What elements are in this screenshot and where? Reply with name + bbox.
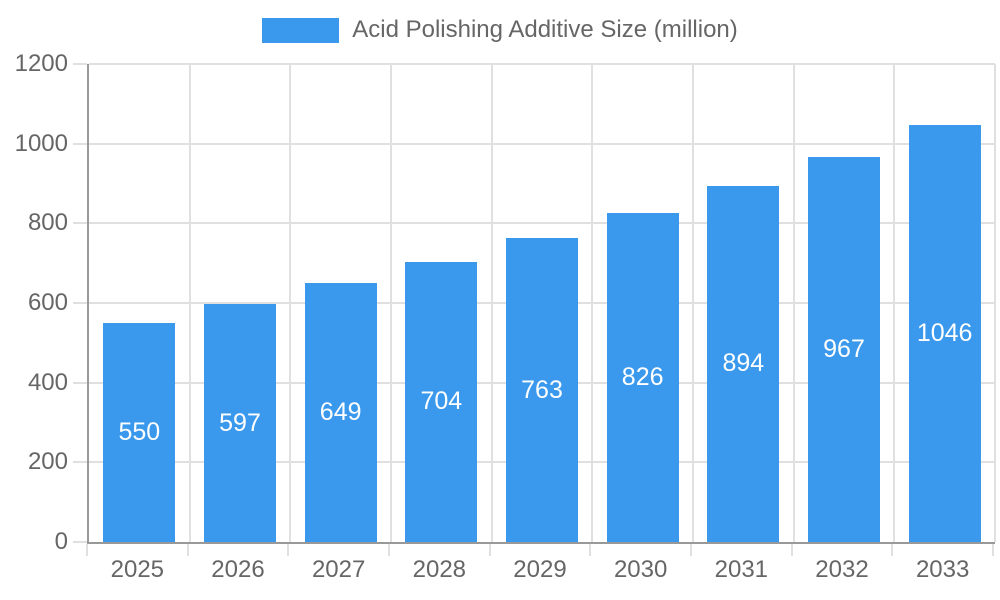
x-gridline xyxy=(289,64,292,542)
x-axis-tick xyxy=(589,544,592,556)
y-axis-label: 0 xyxy=(54,528,68,555)
bar-value-label: 826 xyxy=(621,362,664,391)
x-axis-label: 2030 xyxy=(613,556,668,583)
legend-label: Acid Polishing Additive Size (million) xyxy=(352,16,738,43)
y-axis-label: 1000 xyxy=(14,129,68,157)
x-gridline xyxy=(188,64,191,542)
y-axis-tick xyxy=(73,142,87,145)
bar-value-label: 967 xyxy=(823,334,865,363)
y-gridline xyxy=(89,63,995,65)
bar-2031[interactable]: 894 xyxy=(707,185,780,542)
x-axis-label: 2031 xyxy=(714,556,769,583)
legend-item[interactable]: Acid Polishing Additive Size (million) xyxy=(262,16,738,44)
y-axis-tick xyxy=(73,63,87,65)
x-axis-tick xyxy=(488,544,491,556)
plot-area: 550 597 649 704 763 826 894 967 1046 xyxy=(87,63,996,544)
y-axis-tick xyxy=(73,222,87,225)
x-axis-tick xyxy=(690,544,692,556)
y-axis-tick xyxy=(73,541,87,543)
x-gridline xyxy=(591,64,594,542)
x-axis-tick xyxy=(287,544,290,556)
y-axis-label: 1200 xyxy=(14,50,68,77)
y-axis-label: 400 xyxy=(27,368,68,396)
x-axis-label: 2028 xyxy=(412,556,467,583)
bar-value-label: 763 xyxy=(521,375,563,404)
y-axis-label: 800 xyxy=(27,209,68,237)
x-axis-label: 2027 xyxy=(311,556,366,583)
y-axis-label: 200 xyxy=(27,448,68,476)
x-axis-tick xyxy=(992,544,994,556)
x-axis-label: 2029 xyxy=(513,556,567,583)
x-gridline xyxy=(490,64,493,542)
legend-swatch xyxy=(262,17,340,43)
y-axis-tick xyxy=(73,381,87,384)
bar-value-label: 649 xyxy=(319,398,362,427)
x-gridline xyxy=(692,64,694,542)
y-axis-tick xyxy=(73,302,87,304)
bar-value-label: 550 xyxy=(118,417,161,446)
y-gridline xyxy=(89,222,995,225)
x-axis-tick xyxy=(891,544,894,556)
bar-2025[interactable]: 550 xyxy=(103,322,176,542)
bar-2032[interactable]: 967 xyxy=(808,156,880,542)
y-gridline xyxy=(89,142,995,145)
x-axis-tick xyxy=(186,544,189,556)
x-axis-tick xyxy=(388,544,390,556)
bar-value-label: 704 xyxy=(420,387,463,416)
x-axis-label: 2032 xyxy=(815,556,869,583)
bar-2033[interactable]: 1046 xyxy=(908,125,981,542)
x-axis-label: 2025 xyxy=(110,556,165,583)
bar-value-label: 894 xyxy=(722,349,765,378)
bar-2027[interactable]: 649 xyxy=(304,283,377,542)
x-axis-tick xyxy=(86,544,88,556)
x-axis-label: 2026 xyxy=(211,556,265,583)
y-axis-tick xyxy=(73,461,87,464)
bar-2030[interactable]: 826 xyxy=(606,212,679,542)
x-axis-label: 2033 xyxy=(915,556,970,583)
legend: Acid Polishing Additive Size (million) xyxy=(0,16,1000,44)
bar-value-label: 1046 xyxy=(916,319,973,348)
x-gridline xyxy=(893,64,896,542)
bar-value-label: 597 xyxy=(219,408,261,437)
bar-2028[interactable]: 704 xyxy=(405,261,478,542)
x-axis-tick xyxy=(790,544,793,556)
x-gridline xyxy=(792,64,795,542)
x-gridline xyxy=(390,64,392,542)
y-axis-label: 600 xyxy=(27,289,68,316)
x-gridline xyxy=(994,64,996,542)
bar-2029[interactable]: 763 xyxy=(506,238,578,542)
bar-2026[interactable]: 597 xyxy=(204,304,276,542)
